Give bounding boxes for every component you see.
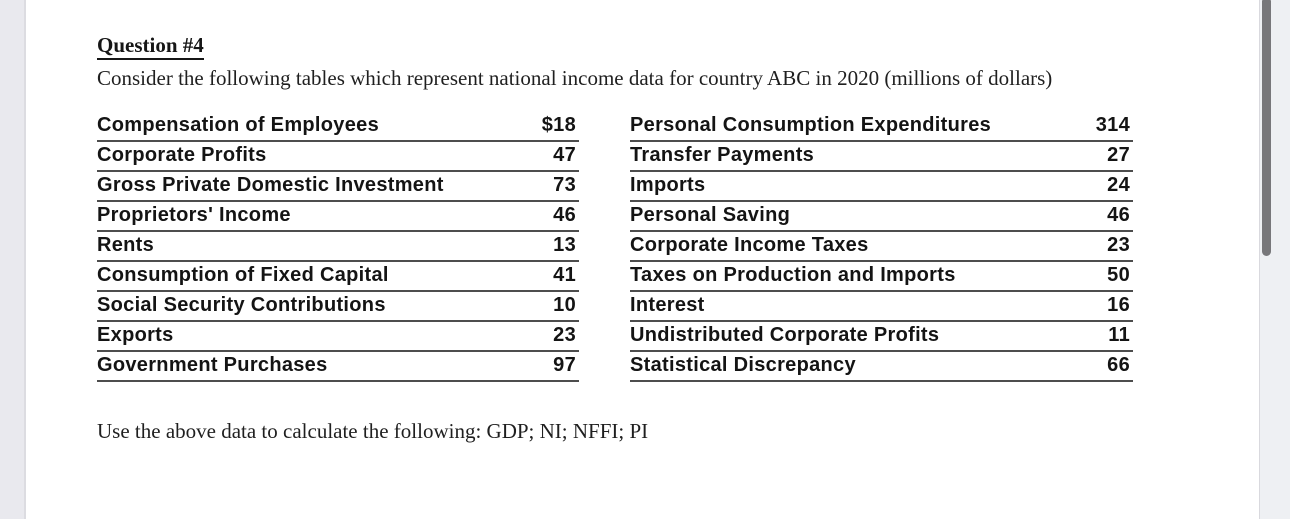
table-row: Exports 23	[97, 322, 579, 352]
row-value: 46	[553, 204, 576, 226]
row-value: 13	[553, 234, 576, 256]
row-label: Personal Saving	[630, 204, 791, 226]
table-row: Personal Consumption Expenditures 314	[630, 112, 1133, 142]
row-value: 46	[1107, 204, 1130, 226]
row-value: 10	[553, 294, 576, 316]
row-value: 97	[553, 354, 576, 376]
row-label: Government Purchases	[97, 354, 328, 376]
table-row: Government Purchases 97	[97, 352, 579, 382]
row-value: 47	[553, 144, 576, 166]
row-value: 23	[1107, 234, 1130, 256]
national-income-table-right: Personal Consumption Expenditures 314 Tr…	[630, 112, 1133, 382]
table-row: Personal Saving 46	[630, 202, 1133, 232]
table-row: Rents 13	[97, 232, 579, 262]
row-label: Rents	[97, 234, 155, 256]
table-row: Transfer Payments 27	[630, 142, 1133, 172]
table-row: Corporate Profits 47	[97, 142, 579, 172]
row-label: Social Security Contributions	[97, 294, 386, 316]
question-heading: Question #4	[97, 33, 1259, 60]
table-row: Interest 16	[630, 292, 1133, 322]
table-row: Proprietors' Income 46	[97, 202, 579, 232]
table-row: Imports 24	[630, 172, 1133, 202]
row-value: 73	[553, 174, 576, 196]
table-row: Undistributed Corporate Profits 11	[630, 322, 1133, 352]
row-value: $18	[541, 114, 576, 136]
table-row: Taxes on Production and Imports 50	[630, 262, 1133, 292]
row-label: Imports	[630, 174, 706, 196]
question-heading-text: Question #4	[97, 33, 204, 60]
scrollbar-track[interactable]	[1259, 0, 1290, 519]
row-value: 41	[553, 264, 576, 286]
row-label: Consumption of Fixed Capital	[97, 264, 389, 286]
row-label: Exports	[97, 324, 174, 346]
table-row: Consumption of Fixed Capital 41	[97, 262, 579, 292]
row-value: 11	[1108, 324, 1130, 346]
row-label: Interest	[630, 294, 705, 316]
row-label: Compensation of Employees	[97, 114, 379, 136]
left-gutter	[0, 0, 26, 519]
table-row: Statistical Discrepancy 66	[630, 352, 1133, 382]
national-income-table-left: Compensation of Employees $18 Corporate …	[97, 112, 579, 382]
row-label: Statistical Discrepancy	[630, 354, 856, 376]
row-value: 16	[1107, 294, 1130, 316]
row-value: 66	[1107, 354, 1130, 376]
instruction-text: Use the above data to calculate the foll…	[97, 419, 649, 443]
row-value: 50	[1107, 264, 1130, 286]
row-label: Taxes on Production and Imports	[630, 264, 956, 286]
table-row: Gross Private Domestic Investment 73	[97, 172, 579, 202]
row-value: 27	[1107, 144, 1130, 166]
intro-text: Consider the following tables which repr…	[97, 66, 1053, 90]
row-value: 23	[553, 324, 576, 346]
row-label: Proprietors' Income	[97, 204, 291, 226]
row-label: Corporate Income Taxes	[630, 234, 869, 256]
row-label: Gross Private Domestic Investment	[97, 174, 444, 196]
row-label: Corporate Profits	[97, 144, 267, 166]
table-row: Social Security Contributions 10	[97, 292, 579, 322]
row-label: Undistributed Corporate Profits	[630, 324, 940, 346]
table-row: Compensation of Employees $18	[97, 112, 579, 142]
tables-container: Compensation of Employees $18 Corporate …	[97, 112, 1259, 382]
row-label: Transfer Payments	[630, 144, 815, 166]
table-row: Corporate Income Taxes 23	[630, 232, 1133, 262]
row-value: 314	[1095, 114, 1130, 136]
row-value: 24	[1107, 174, 1130, 196]
row-label: Personal Consumption Expenditures	[630, 114, 992, 136]
document-page: Question #4 Consider the following table…	[26, 0, 1259, 519]
scrollbar-thumb[interactable]	[1262, 0, 1271, 256]
document-content: Question #4 Consider the following table…	[26, 0, 1259, 444]
